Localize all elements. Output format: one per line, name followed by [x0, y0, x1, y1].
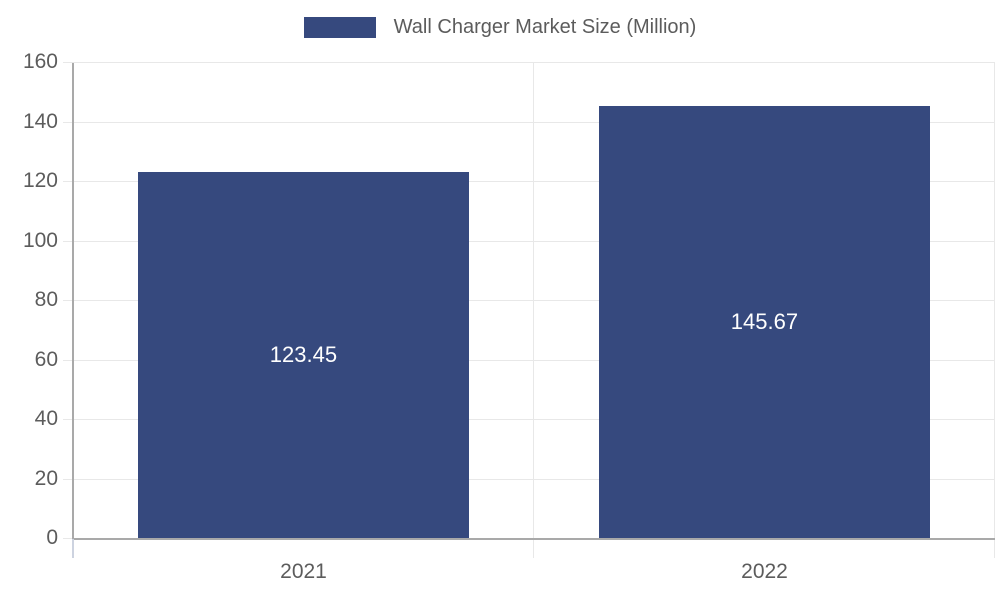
gridline: [63, 181, 995, 182]
gridline: [63, 478, 995, 480]
bar-value-label: 145.67: [730, 309, 799, 335]
legend[interactable]: Wall Charger Market Size (Million): [0, 16, 1000, 39]
gridline: [63, 240, 995, 242]
y-tick-label: 120: [22, 169, 58, 192]
x-tick-label: 2021: [280, 560, 327, 583]
y-tick-label: 60: [34, 347, 58, 371]
y-tick-label: 40: [34, 407, 58, 430]
legend-swatch-icon: [303, 17, 376, 38]
category-divider: [533, 63, 534, 558]
x-axis-line: [73, 538, 995, 540]
y-tick-label: 140: [22, 109, 58, 133]
bar[interactable]: 123.45: [137, 171, 470, 539]
gridline: [63, 62, 995, 63]
gridline: [63, 419, 995, 420]
gridline: [63, 121, 995, 123]
legend-label: Wall Charger Market Size (Million): [393, 16, 697, 38]
bar-value-label: 123.45: [269, 342, 338, 368]
gridline: [63, 359, 995, 361]
gridline: [63, 300, 995, 301]
y-tick-label: 0: [46, 526, 58, 549]
y-tick-label: 20: [34, 466, 58, 490]
y-axis-line: [72, 63, 74, 539]
y-tick-label: 80: [34, 288, 58, 311]
y-axis-below-tick: [72, 539, 74, 558]
y-tick-label: 160: [22, 50, 58, 73]
bar[interactable]: 145.67: [598, 105, 931, 539]
x-tick-label: 2022: [741, 560, 788, 583]
y-tick-label: 100: [22, 228, 58, 252]
category-divider: [994, 63, 995, 558]
